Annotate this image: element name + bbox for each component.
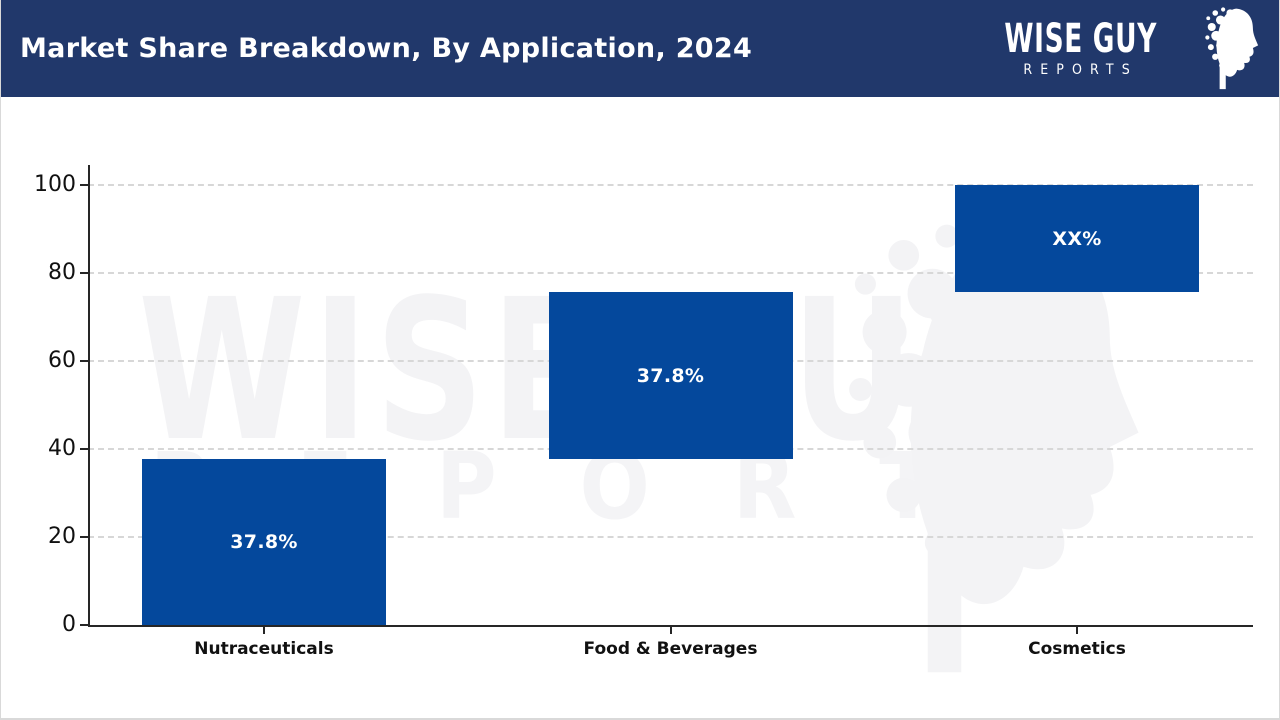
y-axis-tick [80, 272, 88, 274]
y-axis-tick [80, 448, 88, 450]
y-axis-tick [80, 184, 88, 186]
y-axis-tick [80, 536, 88, 538]
y-axis-tick [80, 360, 88, 362]
y-tick-label: 40 [48, 436, 76, 461]
grid-line [88, 272, 1253, 274]
x-axis-tick [263, 627, 265, 634]
grid-line [88, 536, 1253, 538]
y-axis-line [88, 165, 90, 627]
bar-value-label: 37.8% [230, 530, 298, 553]
x-category-label: Nutraceuticals [194, 639, 334, 659]
bar: 37.8% [548, 292, 793, 459]
y-axis-tick [80, 624, 88, 626]
page-title: Market Share Breakdown, By Application, … [20, 33, 753, 64]
x-axis-tick [1076, 627, 1078, 634]
grid-line [88, 184, 1253, 186]
x-category-label: Food & Beverages [583, 639, 758, 659]
x-axis-tick [669, 627, 672, 634]
x-category-label: Cosmetics [1028, 639, 1126, 659]
y-tick-label: 0 [62, 612, 76, 637]
y-tick-label: 100 [34, 172, 76, 197]
chart-canvas: WISE GUY R E P O R T S 0 20 40 60 80 100 37.8%… [0, 97, 1280, 720]
y-tick-label: 80 [48, 260, 76, 285]
bar-value-label: 37.8% [636, 364, 705, 387]
bar: XX% [955, 185, 1199, 293]
y-tick-label: 60 [48, 348, 76, 373]
wise-guy-reports-logo: WISE GUY REPORTS [965, 6, 1262, 90]
header-bar: Market Share Breakdown, By Application, … [0, 0, 1280, 97]
logo-wordmark: WISE GUY [1003, 16, 1157, 62]
y-tick-label: 20 [48, 524, 76, 549]
logo-subtitle: REPORTS [1023, 62, 1138, 78]
bar-value-label: XX% [1052, 227, 1102, 250]
logo-text: WISE GUY REPORTS [965, 18, 1196, 78]
bar: 37.8% [142, 458, 386, 625]
x-axis-line [88, 625, 1253, 627]
face-profile-icon [1200, 6, 1262, 90]
